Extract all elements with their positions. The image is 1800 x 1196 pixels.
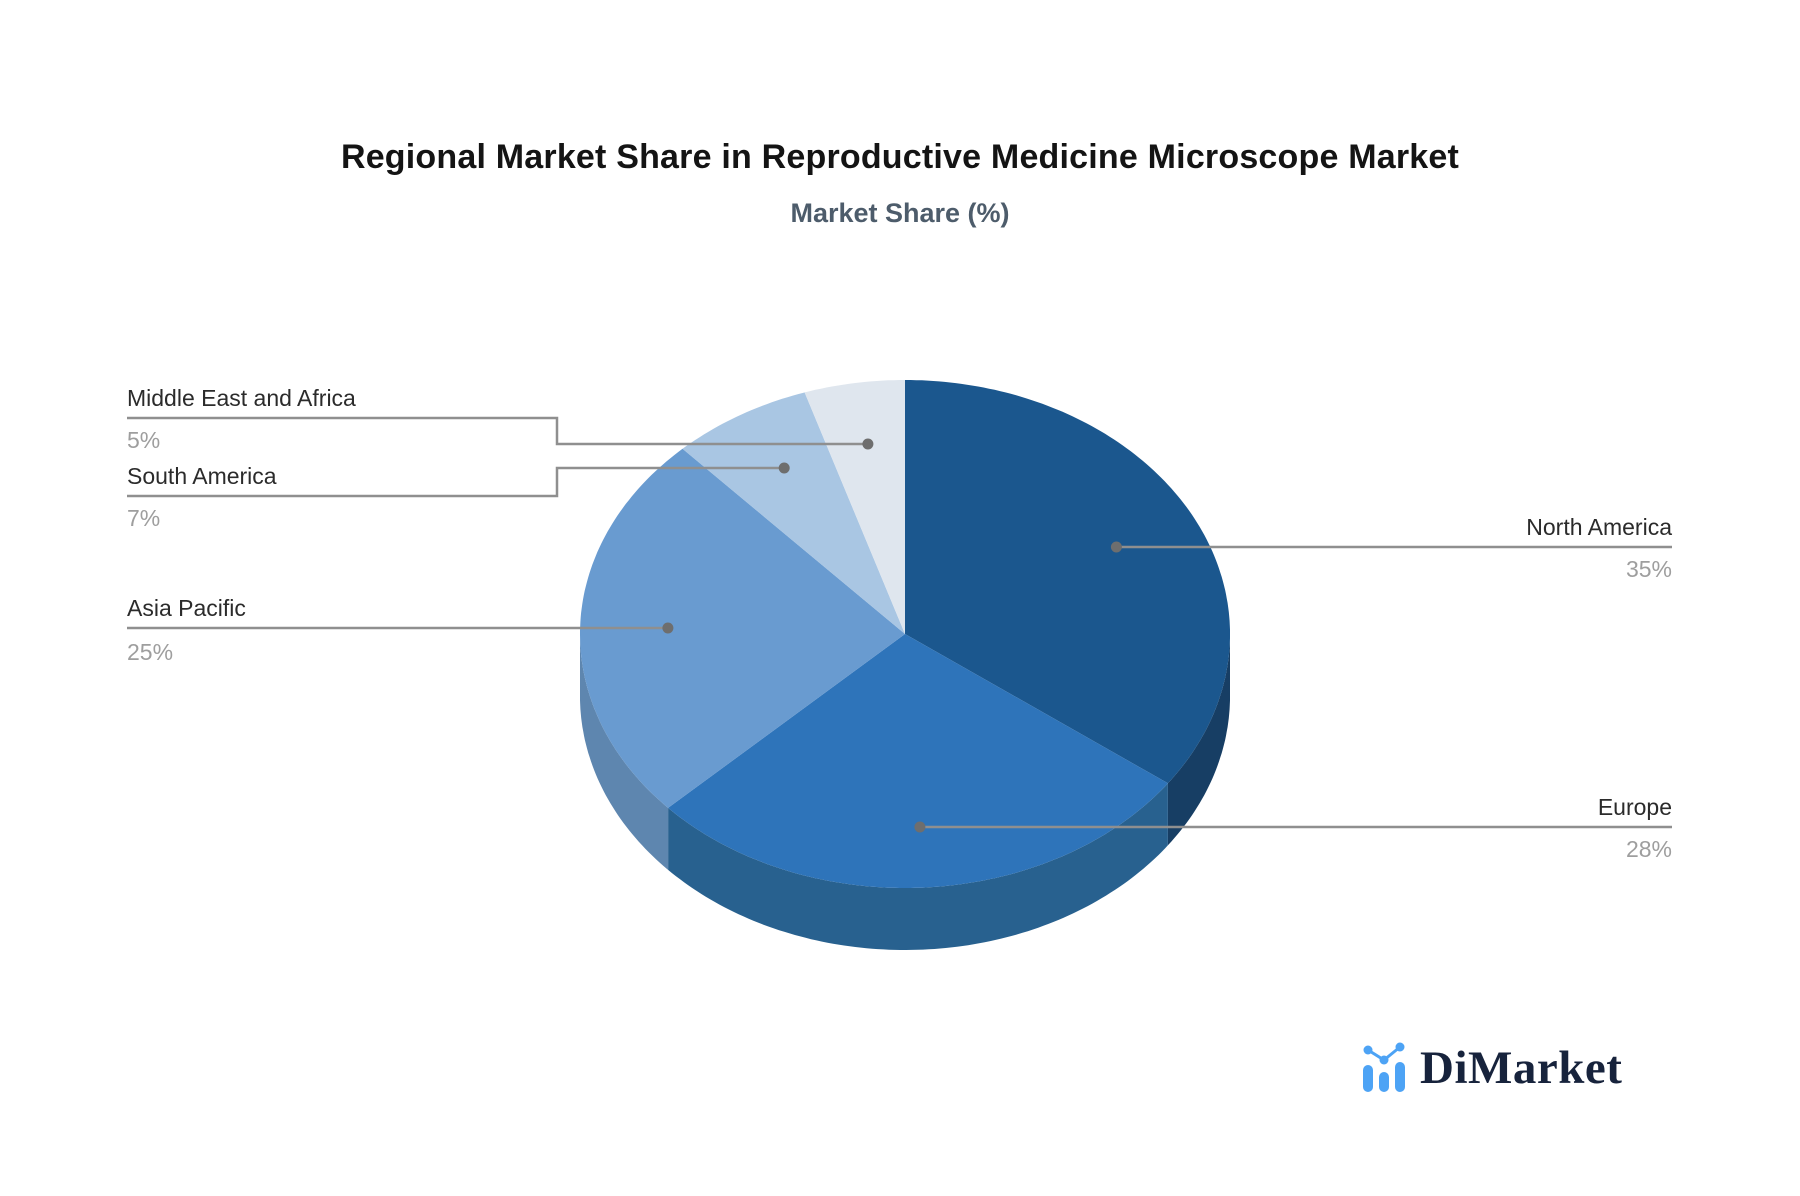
leader-dot-middle-east-and-africa — [862, 438, 874, 450]
leader-line-south-america — [127, 466, 785, 498]
slice-label-asia-pacific: Asia Pacific — [127, 595, 246, 621]
leader-dot-north-america — [1110, 541, 1122, 553]
bar-line-chart-icon — [1363, 1042, 1405, 1092]
logo-text: DiMarket — [1420, 1042, 1623, 1094]
pie-slice-north-america[interactable] — [905, 380, 1230, 784]
slice-label-middle-east-and-africa: Middle East and Africa — [127, 385, 356, 411]
pie-slice-side-asia-pacific — [580, 634, 669, 870]
slice-value-europe: 28% — [1626, 836, 1672, 862]
slice-label-south-america: South America — [127, 463, 277, 489]
pie-slice-asia-pacific[interactable] — [580, 448, 905, 808]
pie-slice-side-europe — [668, 783, 1168, 950]
slice-label-europe: Europe — [1598, 794, 1672, 820]
chart-subtitle: Market Share (%) — [790, 198, 1010, 228]
pie-slice-side-north-america — [1167, 634, 1230, 846]
chart-title: Regional Market Share in Reproductive Me… — [340, 138, 1460, 176]
leader-dot-europe — [914, 821, 926, 833]
slice-value-north-america: 35% — [1626, 556, 1672, 582]
slice-label-north-america: North America — [1526, 514, 1672, 540]
slice-value-middle-east-and-africa: 5% — [127, 427, 160, 453]
dimarket-logo: DiMarket — [1360, 1038, 1622, 1092]
slice-value-asia-pacific: 25% — [127, 639, 173, 665]
slice-value-south-america: 7% — [127, 505, 160, 531]
leader-dot-asia-pacific — [662, 622, 674, 634]
leader-line-middle-east-and-africa — [127, 416, 868, 446]
leader-dot-south-america — [778, 462, 790, 474]
pie-slice-europe[interactable] — [668, 634, 1168, 888]
pie-slice-south-america[interactable] — [682, 392, 906, 634]
